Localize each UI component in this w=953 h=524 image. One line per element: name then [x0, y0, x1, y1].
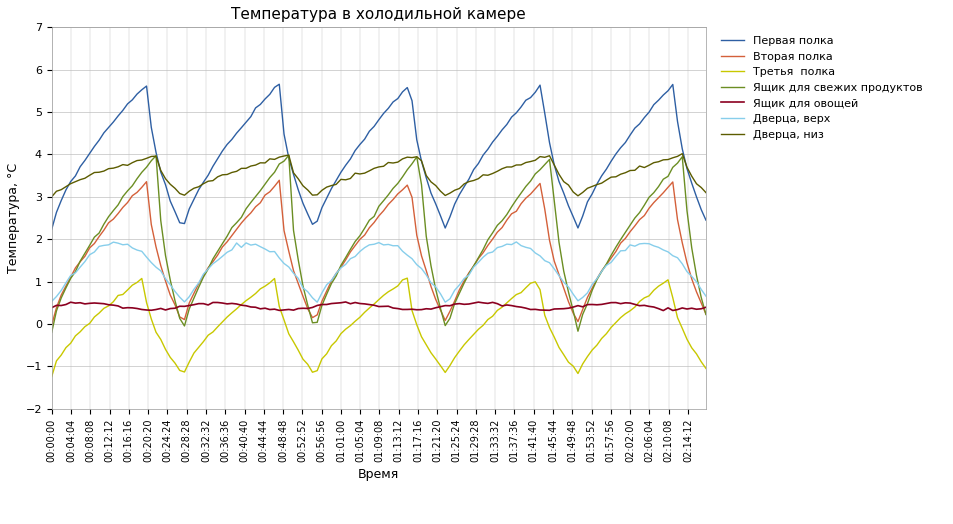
X-axis label: Время: Время [357, 468, 399, 481]
Ящик для свежих продуктов [46, 329, 57, 335]
Ящик для свежих продуктов [467, 263, 478, 269]
Первая полка [690, 194, 701, 200]
Ящик для свежих продуктов [51, 308, 62, 314]
Ящик для свежих продуктов [700, 311, 711, 318]
Line: Ящик для овощей: Ящик для овощей [51, 302, 705, 311]
Третья  полка [420, 342, 432, 348]
Первая полка [700, 217, 711, 223]
Ящик для овощей [420, 305, 432, 312]
Дверца, верх [55, 287, 67, 293]
Третья  полка [55, 352, 67, 358]
Ящик для овощей [51, 302, 62, 309]
Дверца, низ [387, 160, 398, 166]
Дверца, верх [46, 298, 57, 304]
Дверца, низ [416, 158, 427, 164]
Дверца, низ [690, 181, 701, 187]
Line: Первая полка: Первая полка [51, 84, 705, 229]
Вторая полка [467, 263, 478, 269]
Y-axis label: Температура, °С: Температура, °С [7, 163, 20, 273]
Дверца, верх [695, 286, 706, 292]
Ящик для свежих продуктов [392, 180, 403, 187]
Ящик для овощей [392, 305, 403, 312]
Вторая полка [274, 177, 285, 183]
Вторая полка [392, 191, 403, 197]
Line: Дверца, низ: Дверца, низ [51, 154, 705, 197]
Ящик для свежих продуктов [690, 272, 701, 279]
Третья  полка [690, 351, 701, 357]
Ящик для овощей [695, 305, 706, 312]
Вторая полка [700, 311, 711, 317]
Дверца, низ [676, 150, 687, 157]
Первая полка [274, 81, 285, 88]
Ящик для овощей [467, 300, 478, 306]
Дверца, верх [51, 293, 62, 300]
Дверца, верх [510, 239, 521, 245]
Дверца, верх [467, 264, 478, 270]
Ящик для овощей [700, 304, 711, 310]
Первая полка [46, 226, 57, 232]
Ящик для овощей [46, 304, 57, 311]
Line: Вторая полка: Вторая полка [51, 180, 705, 325]
Вторая полка [690, 289, 701, 295]
Legend: Первая полка, Вторая полка, Третья  полка, Ящик для свежих продуктов, Ящик для о: Первая полка, Вторая полка, Третья полка… [718, 33, 924, 143]
Ящик для свежих продуктов [283, 152, 294, 158]
Вторая полка [55, 292, 67, 298]
Первая полка [392, 95, 403, 102]
Дверца, низ [51, 188, 62, 194]
Первая полка [467, 167, 478, 173]
Вторая полка [420, 267, 432, 274]
Ящик для овощей [657, 308, 668, 314]
Вторая полка [51, 304, 62, 311]
Дверца, верх [420, 272, 432, 278]
Ящик для свежих продуктов [420, 233, 432, 239]
Дверца, низ [700, 190, 711, 196]
Дверца, низ [463, 179, 475, 185]
Первая полка [51, 209, 62, 215]
Дверца, верх [392, 243, 403, 249]
Третья  полка [467, 331, 478, 337]
Line: Ящик для свежих продуктов: Ящик для свежих продуктов [51, 155, 705, 332]
Вторая полка [46, 322, 57, 328]
Ящик для овощей [339, 299, 351, 305]
Дверца, верх [312, 299, 323, 305]
Третья  полка [46, 374, 57, 380]
Ящик для овощей [55, 302, 67, 309]
Title: Температура в холодильной камере: Температура в холодильной камере [232, 7, 526, 22]
Третья  полка [401, 275, 413, 281]
Третья  полка [700, 365, 711, 372]
Первая полка [55, 198, 67, 204]
Дверца, низ [46, 194, 57, 200]
Line: Третья  полка: Третья полка [51, 278, 705, 377]
Дверца, низ [55, 187, 67, 193]
Третья  полка [387, 286, 398, 292]
Line: Дверца, верх: Дверца, верх [51, 242, 705, 302]
Третья  полка [51, 358, 62, 364]
Первая полка [420, 174, 432, 181]
Дверца, верх [700, 293, 711, 299]
Ящик для свежих продуктов [55, 295, 67, 301]
